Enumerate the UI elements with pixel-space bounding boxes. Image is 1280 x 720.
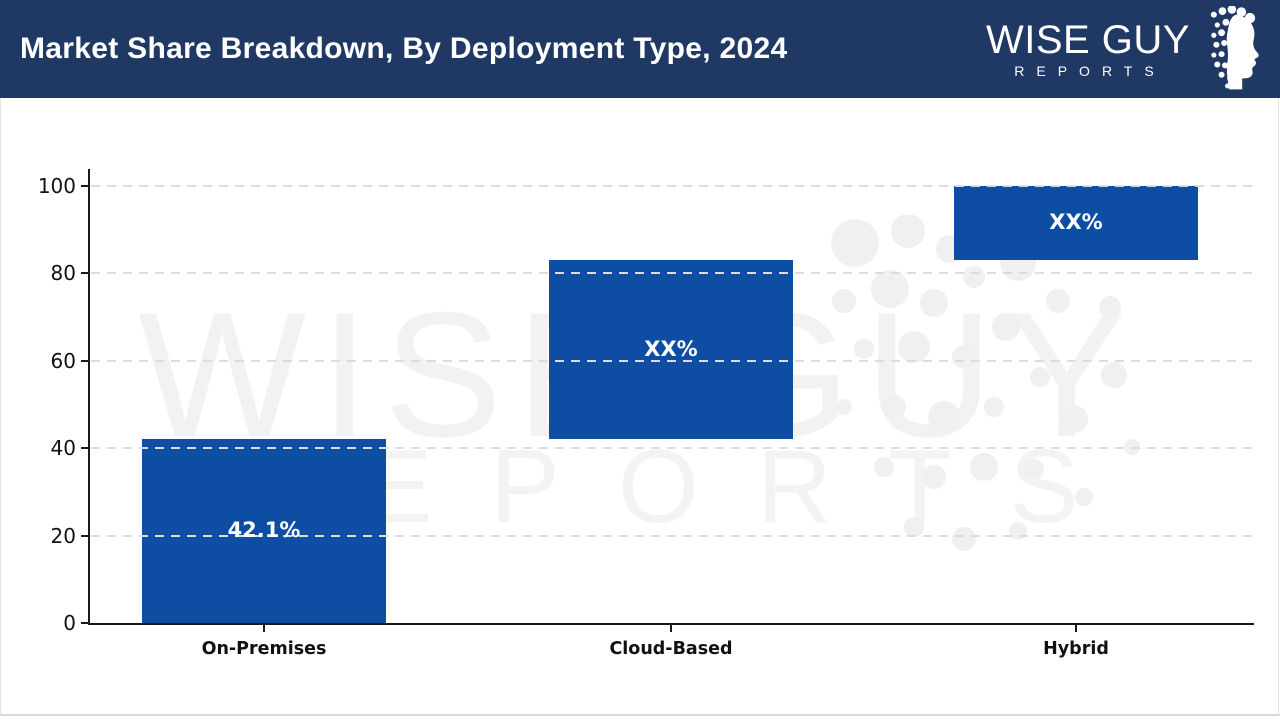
- y-tick-label: 20: [50, 523, 76, 548]
- wise-guy-reports-logo: WISE GUY REPORTS: [986, 6, 1262, 92]
- gridline: [91, 272, 1253, 275]
- y-tick: [81, 272, 88, 275]
- bar-value-label: XX%: [1049, 210, 1103, 235]
- gridline: [91, 359, 1253, 362]
- gridline: [91, 447, 1253, 450]
- y-tick-label: 0: [63, 611, 76, 635]
- y-tick-label: 80: [50, 261, 76, 286]
- y-tick: [81, 359, 88, 362]
- y-tick: [81, 447, 88, 450]
- x-axis-spine: [88, 623, 1254, 625]
- x-tick: [263, 625, 265, 632]
- y-tick-label: 100: [37, 174, 76, 198]
- dotted-head-profile-icon: [1210, 6, 1259, 90]
- category-label: On-Premises: [201, 639, 327, 659]
- bar: [549, 260, 793, 439]
- logo-title: WISE GUY: [985, 18, 1190, 62]
- logo-text: WISE GUY REPORTS: [986, 20, 1190, 78]
- header-banner: Market Share Breakdown, By Deployment Ty…: [0, 0, 1280, 98]
- page-right-rule: [1278, 98, 1279, 716]
- bar-value-label: 42.1%: [227, 518, 301, 542]
- bar-value-label: XX%: [644, 336, 698, 361]
- y-tick: [81, 622, 88, 624]
- gridline: [91, 185, 1253, 187]
- page-left-rule: [0, 98, 1, 716]
- page-bottom-rule: [0, 714, 1280, 716]
- watermark-dotted-head: [831, 215, 1140, 551]
- category-label: Hybrid: [1043, 639, 1109, 659]
- gridline: [91, 534, 1253, 537]
- y-tick-label: 40: [50, 436, 76, 461]
- page-title: Market Share Breakdown, By Deployment Ty…: [20, 32, 788, 65]
- y-tick-label: 60: [50, 348, 76, 373]
- x-tick: [1075, 625, 1077, 632]
- y-tick: [81, 185, 88, 187]
- x-tick: [670, 625, 672, 632]
- category-label: Cloud-Based: [609, 639, 733, 659]
- bar: [142, 439, 386, 623]
- bar: [954, 186, 1198, 261]
- y-tick: [81, 534, 88, 537]
- logo-subtitle: REPORTS: [1014, 63, 1166, 79]
- y-axis-spine: [88, 169, 90, 625]
